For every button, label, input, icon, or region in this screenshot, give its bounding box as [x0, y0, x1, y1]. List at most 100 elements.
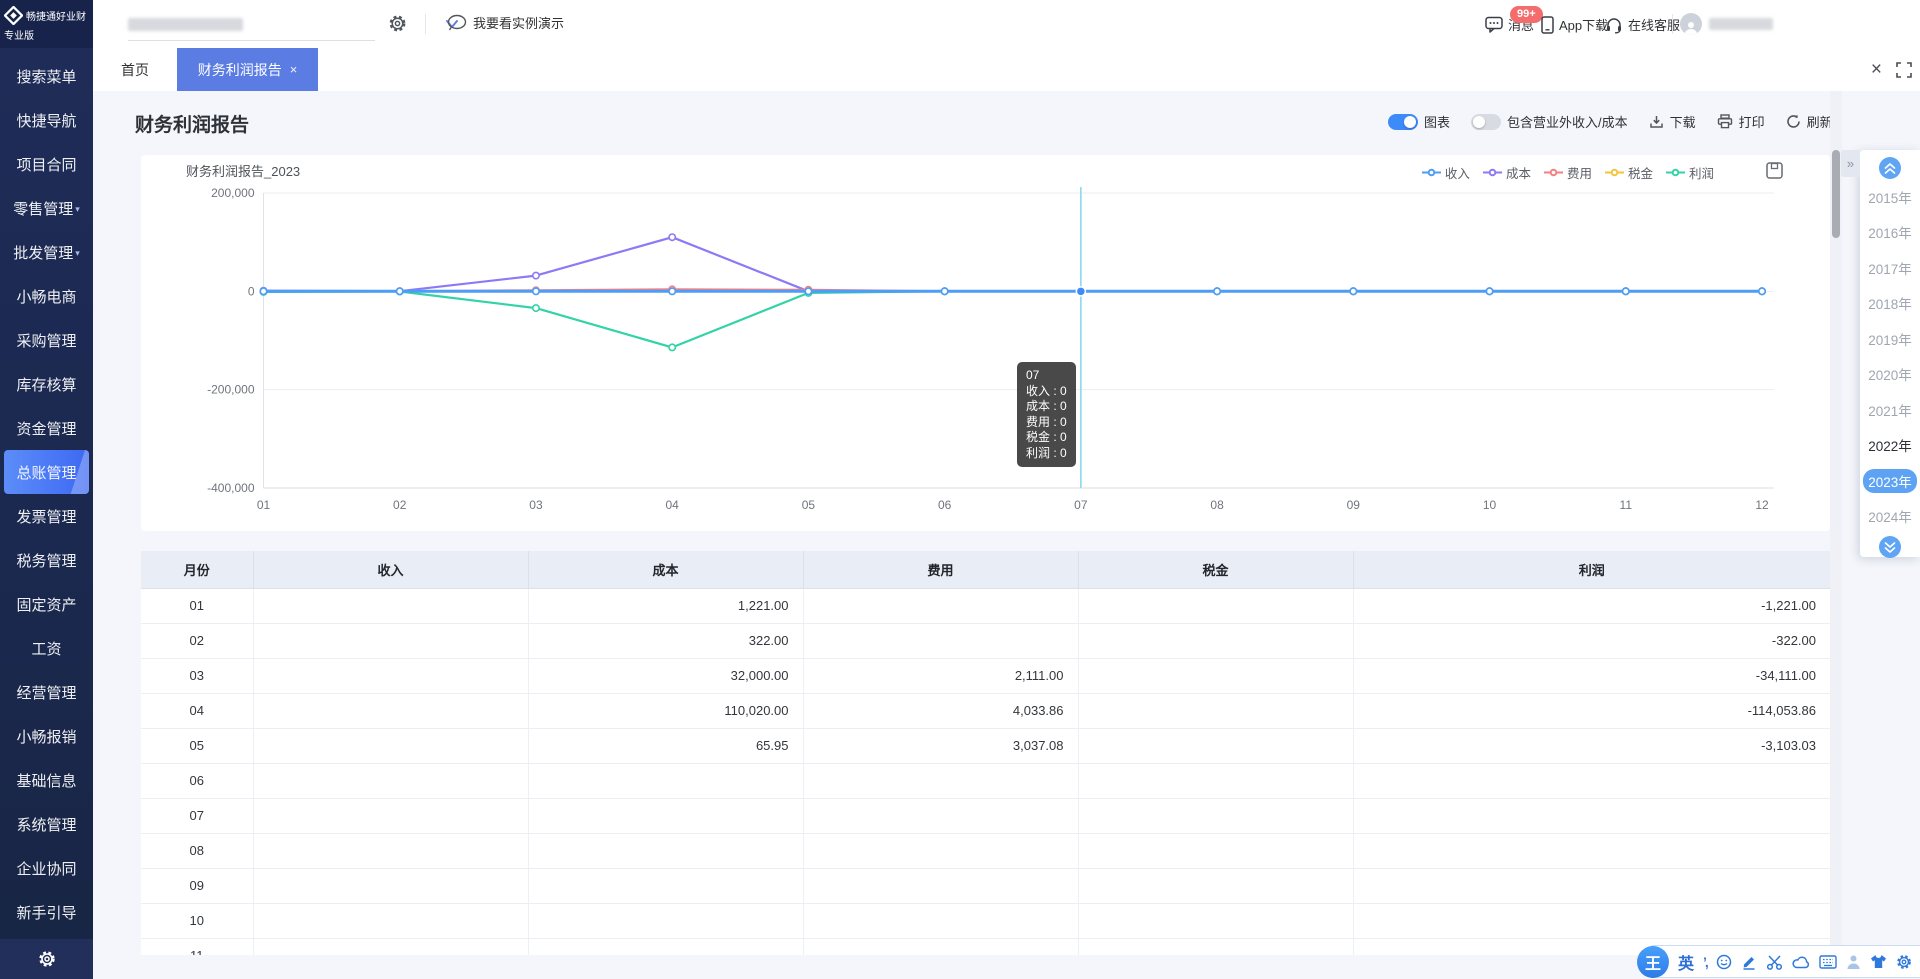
- legend-item[interactable]: 收入: [1421, 163, 1470, 182]
- sidebar-item[interactable]: 发票管理 ▾: [4, 494, 89, 538]
- table-header-cell[interactable]: 收入: [253, 551, 529, 589]
- sidebar-item[interactable]: 基础信息 ▾: [4, 758, 89, 802]
- table-row[interactable]: 09: [141, 868, 1830, 904]
- sidebar-item[interactable]: 经营管理 ▾: [4, 670, 89, 714]
- table-row[interactable]: 01 1,221.00 -1,221.00: [141, 588, 1830, 624]
- sidebar-item[interactable]: 小畅电商 ▾: [4, 274, 89, 318]
- sidebar-item[interactable]: 采购管理 ▾: [4, 318, 89, 362]
- legend-item[interactable]: 利润: [1665, 163, 1714, 182]
- refresh-button[interactable]: 刷新: [1786, 112, 1833, 131]
- app-download-label: App下载: [1559, 18, 1609, 33]
- save-image-icon[interactable]: [1766, 162, 1783, 179]
- sidebar-item-label: 采购管理: [16, 332, 77, 350]
- tab-close-icon[interactable]: ×: [289, 62, 298, 77]
- table-row[interactable]: 04 110,020.00 4,033.86 -114,053.86: [141, 693, 1830, 729]
- ime-cloud-icon[interactable]: [1792, 955, 1810, 969]
- sidebar-item[interactable]: 小畅报销 ▾: [4, 714, 89, 758]
- year-item[interactable]: 2022年: [1860, 428, 1920, 464]
- table-row[interactable]: 07: [141, 798, 1830, 834]
- cell-tax: [1078, 623, 1354, 659]
- year-item[interactable]: 2020年: [1860, 357, 1920, 393]
- year-item[interactable]: 2021年: [1860, 392, 1920, 428]
- settings-gear-icon[interactable]: [38, 950, 56, 968]
- table-row[interactable]: 10: [141, 903, 1830, 939]
- ime-emoji-icon[interactable]: [1716, 954, 1732, 970]
- report-controls: 图表 包含营业外收入/成本 下载 打印 刷新: [1388, 112, 1833, 131]
- legend-item[interactable]: 成本: [1482, 163, 1531, 182]
- sidebar-item[interactable]: 工资 ▾: [4, 626, 89, 670]
- year-item[interactable]: 2015年: [1860, 179, 1920, 215]
- ime-logo[interactable]: 王: [1637, 945, 1669, 978]
- table-header-cell[interactable]: 税金: [1078, 551, 1354, 589]
- year-item[interactable]: 2019年: [1860, 321, 1920, 357]
- sidebar-item[interactable]: 新手引导 ▾: [4, 890, 89, 934]
- sidebar-item[interactable]: 搜索菜单 ▾: [4, 54, 89, 98]
- include-nonoperating-toggle[interactable]: 包含营业外收入/成本: [1471, 112, 1628, 131]
- org-settings-gear-icon[interactable]: [388, 14, 407, 33]
- ime-handwriting-pencil-icon[interactable]: [1741, 954, 1757, 970]
- table-row[interactable]: 08: [141, 833, 1830, 869]
- legend-item[interactable]: 税金: [1604, 163, 1653, 182]
- sidebar-item[interactable]: 库存核算 ▾: [4, 362, 89, 406]
- demo-link[interactable]: 我要看实例演示: [447, 13, 564, 32]
- download-button[interactable]: 下载: [1649, 112, 1696, 131]
- legend-item[interactable]: 费用: [1543, 163, 1592, 182]
- support-button[interactable]: 在线客服: [1605, 15, 1680, 34]
- year-item[interactable]: 2016年: [1860, 215, 1920, 251]
- cell-cost: [528, 833, 804, 869]
- year-label: 2017年: [1868, 261, 1912, 277]
- table-row[interactable]: 05 65.95 3,037.08 -3,103.03: [141, 728, 1830, 764]
- chart-toggle[interactable]: 图表: [1388, 112, 1450, 131]
- scroll-years-up-button[interactable]: [1879, 157, 1901, 179]
- topbar-divider: [1672, 14, 1673, 34]
- sidebar-item[interactable]: 总账管理 ▾: [4, 450, 89, 494]
- ime-language-toggle[interactable]: 英: [1678, 955, 1695, 973]
- year-item[interactable]: 2017年: [1860, 250, 1920, 286]
- sidebar-item[interactable]: 资金管理 ▾: [4, 406, 89, 450]
- sidebar-item[interactable]: 零售管理 ▾: [4, 186, 89, 230]
- table-header-cell[interactable]: 费用: [803, 551, 1079, 589]
- ime-punctuation-toggle[interactable]: ’,: [1703, 953, 1709, 970]
- svg-text:-200,000: -200,000: [207, 383, 255, 397]
- print-button[interactable]: 打印: [1717, 112, 1765, 131]
- ime-scissors-icon[interactable]: [1766, 954, 1783, 970]
- vertical-scrollbar-thumb[interactable]: [1832, 150, 1840, 238]
- sidebar-item[interactable]: 批发管理 ▾: [4, 230, 89, 274]
- vertical-scrollbar-track[interactable]: [1830, 91, 1842, 979]
- table-row[interactable]: 06: [141, 763, 1830, 799]
- svg-text:10: 10: [1483, 498, 1497, 512]
- fullscreen-icon[interactable]: [1896, 61, 1912, 78]
- app-download-button[interactable]: App下载: [1541, 15, 1608, 34]
- sidebar-item[interactable]: 系统管理 ▾: [4, 802, 89, 846]
- scroll-years-down-button[interactable]: [1879, 536, 1901, 558]
- year-item[interactable]: 2024年: [1860, 499, 1920, 535]
- ime-skin-shirt-icon[interactable]: [1870, 954, 1887, 969]
- chart-toggle-label: 图表: [1424, 115, 1451, 130]
- ime-keyboard-icon[interactable]: [1819, 954, 1837, 969]
- year-panel-collapse-handle[interactable]: »: [1841, 150, 1860, 177]
- sidebar-item-label: 工资: [31, 640, 62, 658]
- sidebar-item[interactable]: 固定资产 ▾: [4, 582, 89, 626]
- table-header-cell[interactable]: 成本: [528, 551, 804, 589]
- year-item[interactable]: 2018年: [1860, 286, 1920, 322]
- ime-settings-gear-icon[interactable]: [1896, 954, 1912, 970]
- sidebar-item[interactable]: 税务管理 ▾: [4, 538, 89, 582]
- year-item[interactable]: 2023年: [1860, 463, 1920, 499]
- user-account[interactable]: [1680, 13, 1773, 35]
- table-row[interactable]: 03 32,000.00 2,111.00 -34,111.00: [141, 658, 1830, 694]
- tab-active[interactable]: 财务利润报告 ×: [177, 48, 318, 91]
- table-header-cell[interactable]: 月份: [141, 551, 254, 589]
- sidebar-item[interactable]: 快捷导航 ▾: [4, 98, 89, 142]
- ime-profile-person-icon[interactable]: [1846, 954, 1861, 970]
- table-row[interactable]: 02 322.00 -322.00: [141, 623, 1830, 659]
- sidebar-item[interactable]: 项目合同 ▾: [4, 142, 89, 186]
- close-all-icon[interactable]: ×: [1870, 58, 1882, 80]
- sidebar-item-label: 快捷导航: [16, 112, 77, 130]
- table-header-cell[interactable]: 利润: [1353, 551, 1830, 589]
- tab-home[interactable]: 首页: [121, 61, 149, 78]
- toggle-off-icon[interactable]: [1471, 113, 1502, 130]
- toggle-on-icon[interactable]: [1388, 113, 1418, 130]
- table-row[interactable]: 11: [141, 938, 1830, 955]
- sidebar-item[interactable]: 企业协同 ▾: [4, 846, 89, 890]
